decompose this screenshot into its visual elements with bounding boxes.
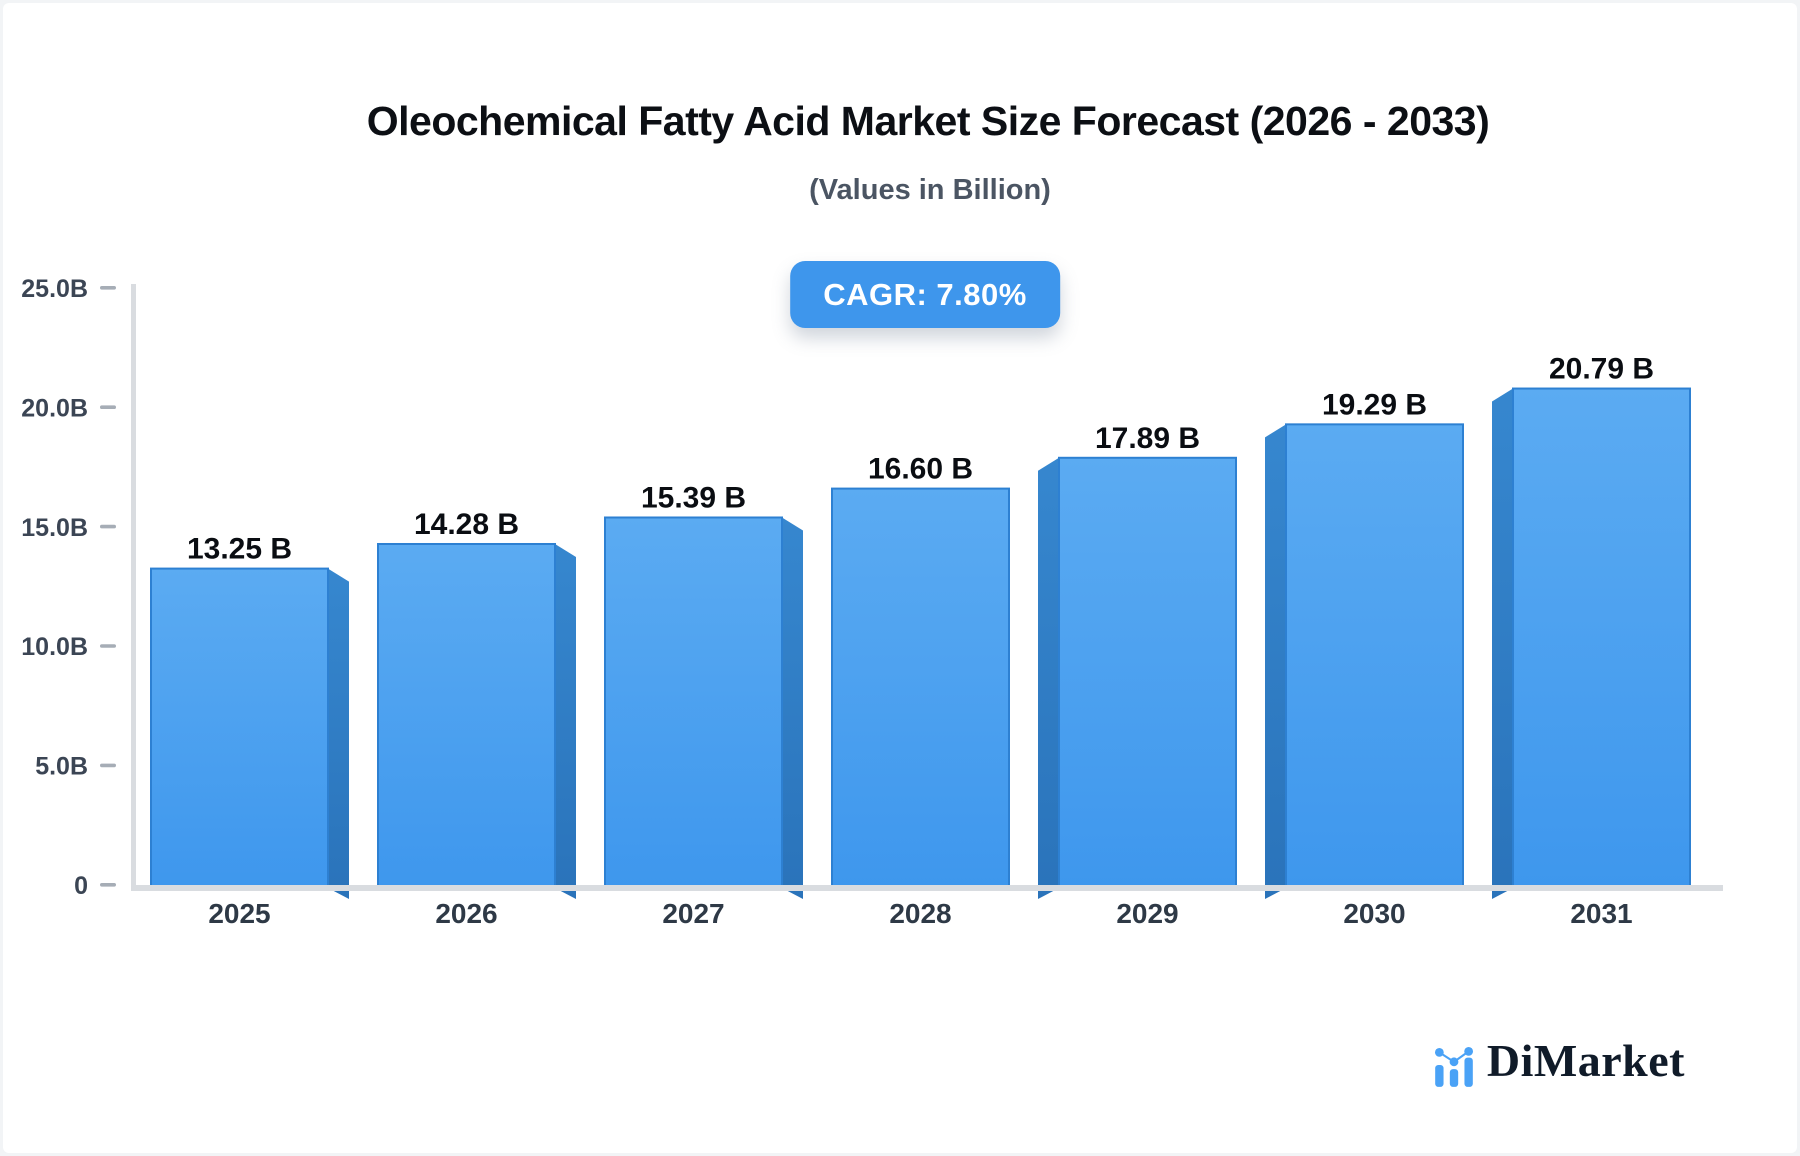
y-axis-label: 10.0B: [21, 633, 88, 661]
bar-side-face: [1038, 457, 1059, 899]
bar-chart: 25.0B 20.0B 15.0B 10.0B 5.0B 0 13.25 B 2025 14.2…: [21, 275, 1723, 929]
y-axis-label: 20.0B: [21, 394, 88, 422]
x-axis-label: 2029: [1116, 898, 1178, 929]
y-tick-mark: [100, 524, 116, 529]
bar-side-face: [328, 568, 349, 899]
x-axis-label: 2030: [1343, 898, 1405, 929]
bar-value-label: 13.25 B: [187, 533, 292, 566]
x-axis-label: 2028: [889, 898, 951, 929]
y-axis-label: 5.0B: [35, 753, 88, 781]
chart-subtitle: (Values in Billion): [809, 174, 1051, 206]
bar-side-face: [782, 517, 803, 899]
x-axis-line: [131, 885, 1723, 891]
dimarket-logo: DiMarket: [1434, 1033, 1685, 1089]
bar: [377, 542, 556, 889]
y-axis-label: 15.0B: [21, 514, 88, 542]
bar-side-face: [1492, 388, 1513, 899]
y-axis-label: 0: [74, 872, 88, 900]
y-axis-label: 25.0B: [21, 275, 88, 303]
cagr-badge: CAGR: 7.80%: [790, 261, 1060, 328]
bar-value-label: 16.60 B: [868, 453, 973, 486]
bar-side-face: [1265, 424, 1286, 899]
x-axis-label: 2031: [1570, 898, 1632, 929]
x-axis-label: 2026: [435, 898, 497, 929]
y-tick-mark: [100, 405, 116, 409]
bar-value-label: 19.29 B: [1322, 388, 1427, 421]
chart-title: Oleochemical Fatty Acid Market Size Fore…: [366, 98, 1490, 144]
y-tick-mark: [100, 644, 116, 648]
y-tick-mark: [100, 763, 116, 768]
y-tick-mark: [100, 883, 116, 887]
x-axis-label: 2027: [662, 898, 724, 929]
bar-value-label: 17.89 B: [1095, 422, 1200, 455]
bar: [150, 567, 329, 890]
bar-side-face: [555, 543, 576, 899]
bar: [604, 516, 783, 890]
bar-value-label: 14.28 B: [414, 508, 519, 541]
bar-value-label: 20.79 B: [1549, 353, 1654, 386]
bar: [1512, 387, 1691, 889]
bar: [831, 487, 1010, 889]
x-axis-label: 2025: [208, 898, 270, 929]
bar-value-label: 15.39 B: [641, 481, 746, 514]
bar: [1285, 423, 1464, 889]
y-axis-line: [131, 284, 136, 891]
bar-chart-icon: [1434, 1046, 1473, 1087]
dimarket-logo-text: DiMarket: [1486, 1035, 1685, 1086]
chart-card: Oleochemical Fatty Acid Market Size Fore…: [3, 3, 1797, 1153]
bar: [1058, 456, 1237, 889]
y-tick-mark: [100, 286, 116, 290]
